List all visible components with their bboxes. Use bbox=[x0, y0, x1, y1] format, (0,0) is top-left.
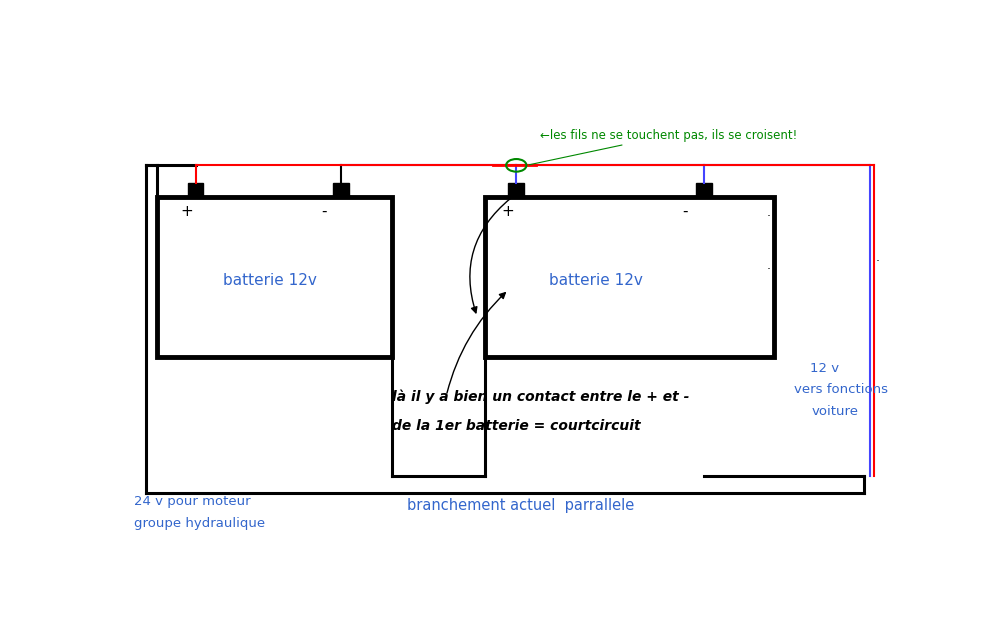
Text: batterie 12v: batterie 12v bbox=[549, 273, 643, 288]
Text: vers fonctions: vers fonctions bbox=[794, 383, 888, 396]
Text: branchement actuel  parrallele: branchement actuel parrallele bbox=[407, 498, 634, 513]
Text: +: + bbox=[180, 204, 194, 219]
Text: .: . bbox=[876, 251, 880, 264]
Bar bbox=[697, 183, 712, 197]
Text: .: . bbox=[767, 206, 770, 219]
Bar bbox=[486, 197, 774, 357]
Text: voiture: voiture bbox=[811, 405, 859, 418]
Text: +: + bbox=[501, 204, 514, 219]
Text: 12 v: 12 v bbox=[809, 362, 839, 374]
Text: groupe hydraulique: groupe hydraulique bbox=[134, 517, 265, 530]
Text: de la 1er batterie = courtcircuit: de la 1er batterie = courtcircuit bbox=[391, 419, 640, 433]
Text: ←les fils ne se touchent pas, ils se croisent!: ←les fils ne se touchent pas, ils se cro… bbox=[529, 129, 797, 165]
Text: -: - bbox=[681, 204, 687, 219]
Bar bbox=[187, 183, 204, 197]
Text: là il y a bien un contact entre le + et -: là il y a bien un contact entre le + et … bbox=[391, 389, 689, 404]
Text: .: . bbox=[767, 259, 770, 272]
Text: batterie 12v: batterie 12v bbox=[223, 273, 317, 288]
Bar bbox=[508, 183, 524, 197]
Text: 24 v pour moteur: 24 v pour moteur bbox=[134, 495, 250, 508]
Bar bbox=[157, 197, 391, 357]
Bar bbox=[333, 183, 349, 197]
Text: -: - bbox=[322, 204, 327, 219]
